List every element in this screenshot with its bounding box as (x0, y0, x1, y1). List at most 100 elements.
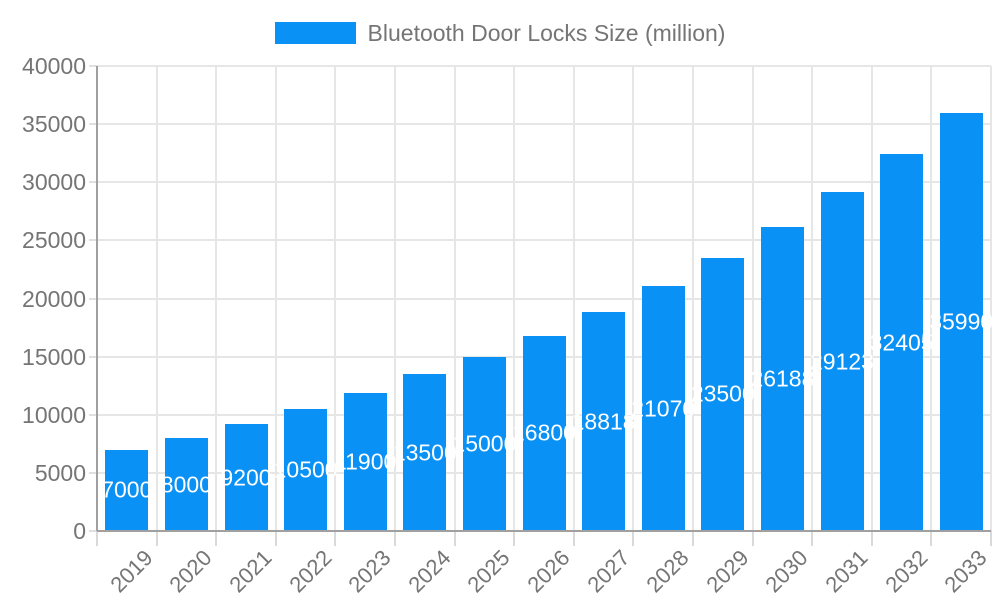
bar-value-label: 15000 (452, 430, 517, 457)
gridline-v (751, 66, 754, 531)
gridline-v (930, 66, 933, 531)
bar-value-label: 18818 (571, 408, 636, 435)
x-category-label: 2031 (820, 545, 873, 598)
bar-value-label: 23500 (690, 380, 755, 407)
y-axis-tick (89, 530, 97, 532)
y-axis-tick (89, 471, 97, 474)
bar: 10500 (274, 408, 338, 531)
x-category-label: 2028 (641, 545, 694, 598)
x-axis-tick (632, 531, 635, 546)
bar: 35990 (929, 112, 993, 531)
gridline-v (513, 66, 516, 531)
gridline-v (870, 66, 873, 531)
bar-value-label: 13500 (392, 439, 457, 466)
legend-swatch (274, 22, 356, 44)
gridline-v (692, 66, 694, 531)
x-axis-tick (155, 531, 158, 546)
x-axis-tick (811, 531, 814, 546)
x-axis-tick (394, 531, 396, 546)
bar-value-label: 10500 (273, 456, 338, 483)
x-axis-tick (692, 531, 694, 546)
bar-value-label: 7000 (101, 476, 153, 503)
x-axis-tick (751, 531, 754, 546)
bar: 9200 (220, 424, 272, 531)
x-axis-tick (96, 531, 98, 546)
bar: 13500 (393, 374, 457, 531)
x-category-label: 2033 (939, 545, 992, 598)
bar: 7000 (101, 449, 152, 531)
y-tick-label: 35000 (22, 111, 86, 138)
bar: 32405 (870, 154, 934, 531)
bar-value-label: 8000 (160, 471, 212, 497)
x-category-label: 2027 (581, 545, 635, 598)
bar: 18818 (572, 312, 636, 531)
gridline-h (97, 181, 991, 184)
x-category-label: 2019 (105, 545, 158, 598)
gridline-h (97, 123, 991, 126)
x-axis-line (97, 530, 991, 532)
bar-value-label: 21070 (631, 395, 696, 422)
bar: 11900 (334, 392, 396, 531)
legend: Bluetooth Door Locks Size (million) (0, 14, 1000, 52)
bar-value-label: 35990 (929, 308, 994, 335)
x-category-label: 2021 (224, 545, 277, 598)
y-tick-label: 25000 (22, 227, 86, 254)
y-axis-tick (89, 65, 97, 67)
gridline-v (990, 66, 992, 531)
x-category-label: 2032 (879, 545, 933, 598)
bar-value-label: 16800 (512, 419, 576, 446)
x-category-label: 2026 (522, 545, 575, 598)
y-axis-line (96, 66, 98, 531)
legend-label: Bluetooth Door Locks Size (million) (367, 19, 726, 46)
gridline-h (97, 239, 991, 242)
x-category-label: 2024 (403, 545, 456, 598)
bar: 16800 (512, 335, 576, 531)
gridline-v (572, 66, 575, 531)
y-tick-label: 30000 (22, 169, 86, 196)
x-category-label: 2029 (701, 545, 754, 598)
y-axis-tick (89, 123, 97, 126)
plot-area: 7000 8000 9200 10500 11900 13500 15000 16800 188… (96, 65, 993, 532)
y-axis-tick (89, 355, 97, 358)
bar: 15000 (452, 356, 516, 531)
bar-value-label: 26188 (750, 365, 815, 392)
x-axis-tick (334, 531, 337, 546)
x-axis-tick (513, 531, 516, 546)
bar-value-label: 11900 (334, 448, 397, 475)
y-tick-label: 20000 (22, 285, 86, 312)
y-tick-label: 15000 (22, 343, 86, 370)
x-axis-tick (215, 531, 218, 546)
y-axis-tick (89, 413, 97, 416)
bar: 21070 (631, 286, 695, 531)
bar: 26188 (750, 226, 814, 531)
x-axis-tick (453, 531, 456, 546)
gridline-v (334, 66, 337, 531)
bar: 29123 (810, 192, 874, 531)
gridline-h (97, 297, 991, 300)
bar: 23500 (691, 257, 755, 531)
x-axis-tick (990, 531, 992, 546)
gridline-v (811, 66, 814, 531)
y-tick-label: 0 (73, 518, 86, 544)
y-axis-tick (89, 181, 97, 184)
gridline-v (394, 66, 396, 531)
x-category-label: 2030 (760, 545, 814, 598)
x-category-label: 2025 (462, 545, 516, 598)
gridline-h (97, 65, 991, 67)
x-category-label: 2023 (343, 545, 396, 598)
x-category-label: 2022 (283, 545, 337, 598)
bar-value-label: 32405 (869, 329, 934, 356)
y-tick-label: 10000 (22, 401, 86, 428)
y-axis-tick (89, 239, 97, 242)
gridline-v (274, 66, 277, 531)
x-axis-tick (274, 531, 277, 546)
gridline-v (215, 66, 218, 531)
gridline-v (453, 66, 456, 531)
x-axis-tick (870, 531, 873, 546)
bar-value-label: 29123 (810, 348, 874, 375)
x-axis-tick (930, 531, 933, 546)
x-axis-tick (572, 531, 575, 546)
y-tick-label: 40000 (22, 53, 86, 79)
x-category-label: 2020 (164, 545, 218, 598)
